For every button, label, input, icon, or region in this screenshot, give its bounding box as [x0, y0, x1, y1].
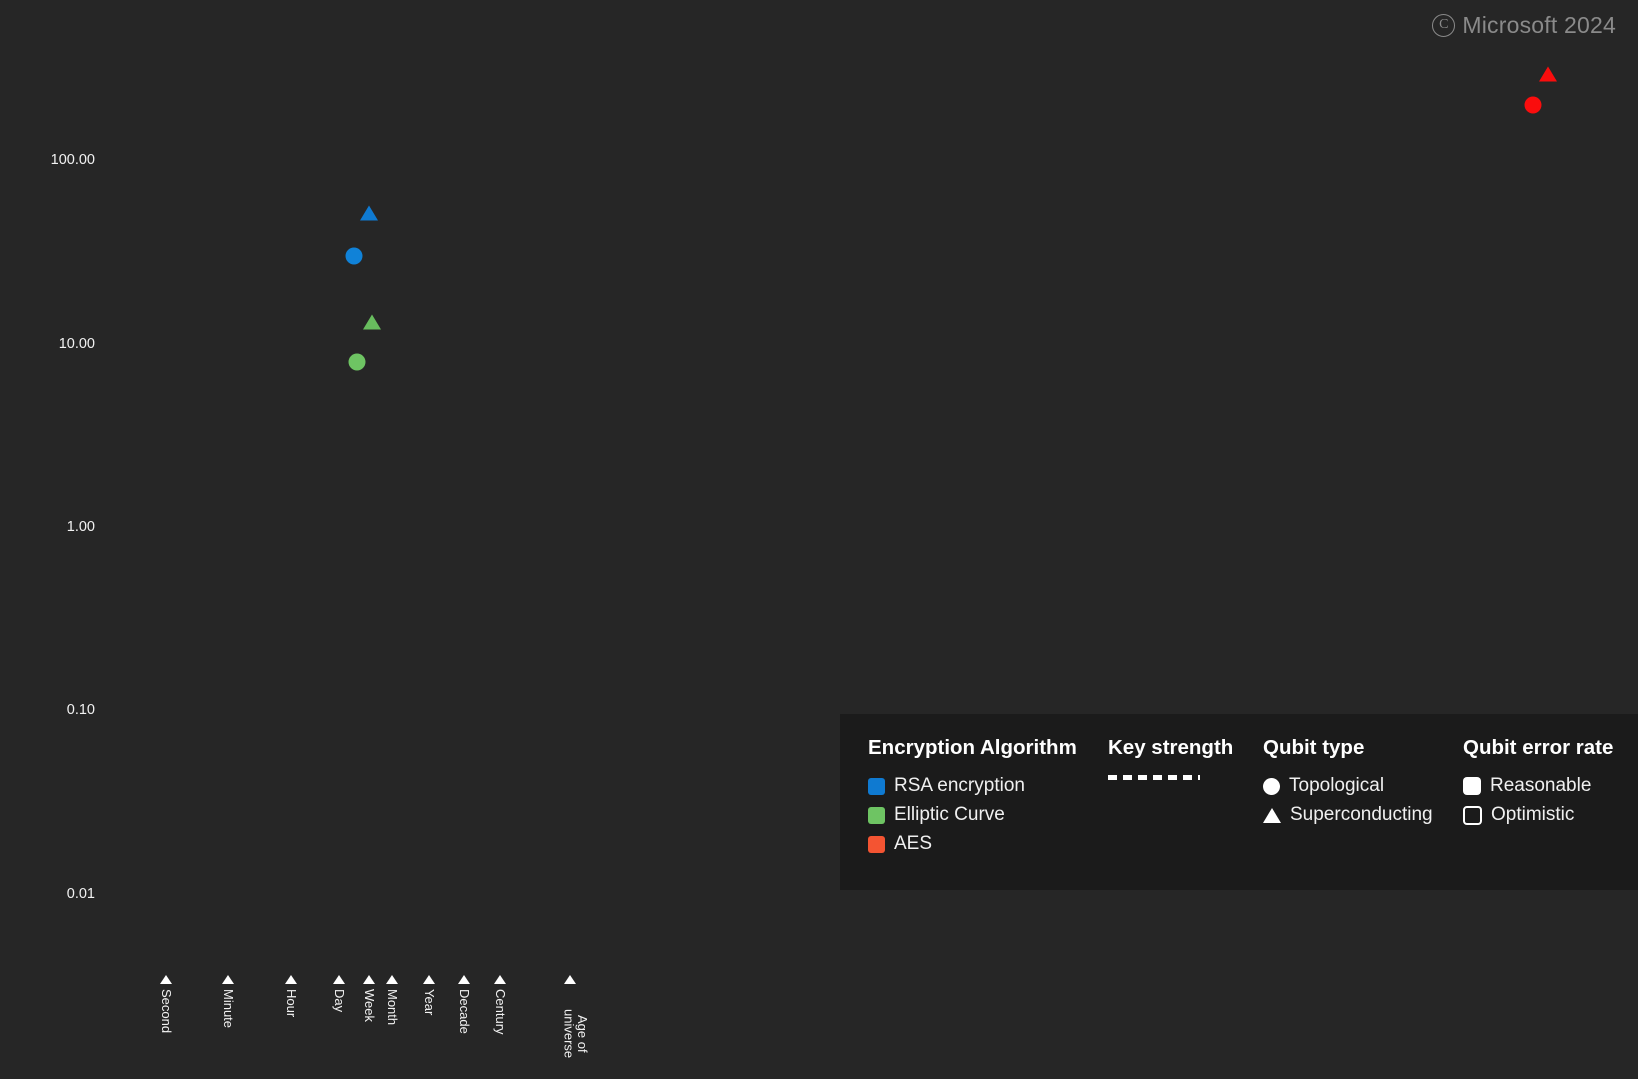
legend-title-key-strength: Key strength [1108, 736, 1234, 759]
scatter-plot-canvas: 100.00 10.00 1.00 0.10 0.01 Second Minute Hour… [50, 66, 1557, 1059]
y-axis-tick-label: 0.10 [66, 702, 95, 718]
legend-item-topological[interactable]: Topological [1263, 775, 1435, 797]
filled-square-icon [1463, 777, 1481, 795]
legend-label-superconducting: Superconducting [1290, 804, 1433, 825]
legend-column-qubit-type: Qubit type Topological Superconducting [1235, 736, 1435, 890]
legend-item-superconducting[interactable]: Superconducting [1263, 804, 1435, 826]
elliptic-curve-superconducting-point[interactable] [363, 314, 381, 330]
caret-up-icon [222, 975, 234, 984]
caret-up-icon [160, 975, 172, 984]
aes-topological-point[interactable] [1524, 96, 1542, 114]
legend-column-qubit-error-rate: Qubit error rate Reasonable Optimistic [1435, 736, 1638, 890]
legend-label-elliptic-curve: Elliptic Curve [894, 804, 1005, 825]
copyright-icon: C [1432, 14, 1456, 37]
x-axis-tick: Century [492, 975, 508, 1035]
watermark-text: Microsoft 2024 [1462, 12, 1616, 38]
chart-legend-panel: Encryption Algorithm RSA encryption Elli… [840, 714, 1638, 890]
x-axis-tick: Day [331, 975, 347, 1012]
x-axis-tick-label: Month [384, 989, 400, 1026]
x-axis-tick-label: Age of universe [561, 1009, 591, 1059]
x-axis-tick-label: Week [361, 989, 377, 1022]
x-axis-tick: Month [384, 975, 400, 1025]
rsa-topological-point[interactable] [345, 247, 363, 265]
caret-up-icon [386, 975, 398, 984]
microsoft-copyright-watermark: C Microsoft 2024 [1432, 12, 1616, 39]
y-axis-tick-label: 0.01 [66, 886, 95, 902]
legend-item-rsa-encryption[interactable]: RSA encryption [868, 775, 1080, 797]
legend-label-aes: AES [894, 833, 933, 854]
x-axis-tick-label: Day [331, 989, 347, 1013]
color-swatch-aes-icon [868, 835, 885, 853]
legend-item-reasonable[interactable]: Reasonable [1463, 775, 1638, 797]
color-swatch-rsa-icon [868, 777, 885, 795]
x-axis-tick: Second [158, 975, 174, 1033]
legend-title-qubit-type: Qubit type [1263, 736, 1365, 759]
caret-up-icon [494, 975, 506, 984]
legend-label-optimistic: Optimistic [1491, 804, 1575, 825]
legend-label-rsa-encryption: RSA encryption [894, 775, 1025, 796]
x-axis-tick: Year [421, 975, 437, 1015]
x-axis-tick-label: Minute [220, 989, 236, 1029]
legend-item-elliptic-curve[interactable]: Elliptic Curve [868, 804, 1080, 826]
caret-up-icon [458, 975, 470, 984]
color-swatch-elliptic-curve-icon [868, 806, 885, 824]
x-axis-tick-label: Century [492, 989, 508, 1035]
legend-column-encryption-algorithm: Encryption Algorithm RSA encryption Elli… [840, 736, 1080, 890]
y-axis-tick-label: 10.00 [58, 336, 95, 352]
y-axis-tick-label: 1.00 [66, 519, 95, 535]
aes-superconducting-point[interactable] [1539, 66, 1557, 82]
legend-title-qubit-error-rate: Qubit error rate [1463, 736, 1614, 759]
legend-item-aes[interactable]: AES [868, 833, 1080, 855]
rsa-superconducting-point[interactable] [360, 205, 378, 221]
x-axis-tick-label: Second [158, 989, 174, 1034]
caret-up-icon [363, 975, 375, 984]
legend-label-topological: Topological [1289, 775, 1385, 796]
caret-up-icon [423, 975, 435, 984]
x-axis-tick: Hour [283, 975, 299, 1017]
x-axis-tick: Week [361, 975, 377, 1022]
triangle-marker-icon [1263, 807, 1281, 823]
legend-item-optimistic[interactable]: Optimistic [1463, 804, 1638, 826]
circle-marker-icon [1263, 777, 1280, 795]
caret-up-icon [285, 975, 297, 984]
x-axis-tick: Minute [220, 975, 236, 1028]
elliptic-curve-topological-point[interactable] [348, 353, 366, 371]
legend-title-encryption-algorithm: Encryption Algorithm [868, 736, 1077, 759]
y-axis-tick-label: 100.00 [50, 152, 95, 168]
legend-column-key-strength: Key strength [1080, 736, 1235, 890]
x-axis-tick: Age of universe [562, 975, 590, 1079]
dashed-line-icon [1108, 775, 1200, 780]
caret-up-icon [564, 975, 576, 984]
hollow-square-icon [1463, 805, 1482, 825]
x-axis-tick-label: Decade [456, 989, 472, 1034]
legend-label-reasonable: Reasonable [1490, 775, 1592, 796]
x-axis-tick-label: Year [421, 989, 437, 1016]
x-axis-tick: Decade [456, 975, 472, 1034]
caret-up-icon [333, 975, 345, 984]
x-axis-tick-label: Hour [283, 989, 299, 1018]
